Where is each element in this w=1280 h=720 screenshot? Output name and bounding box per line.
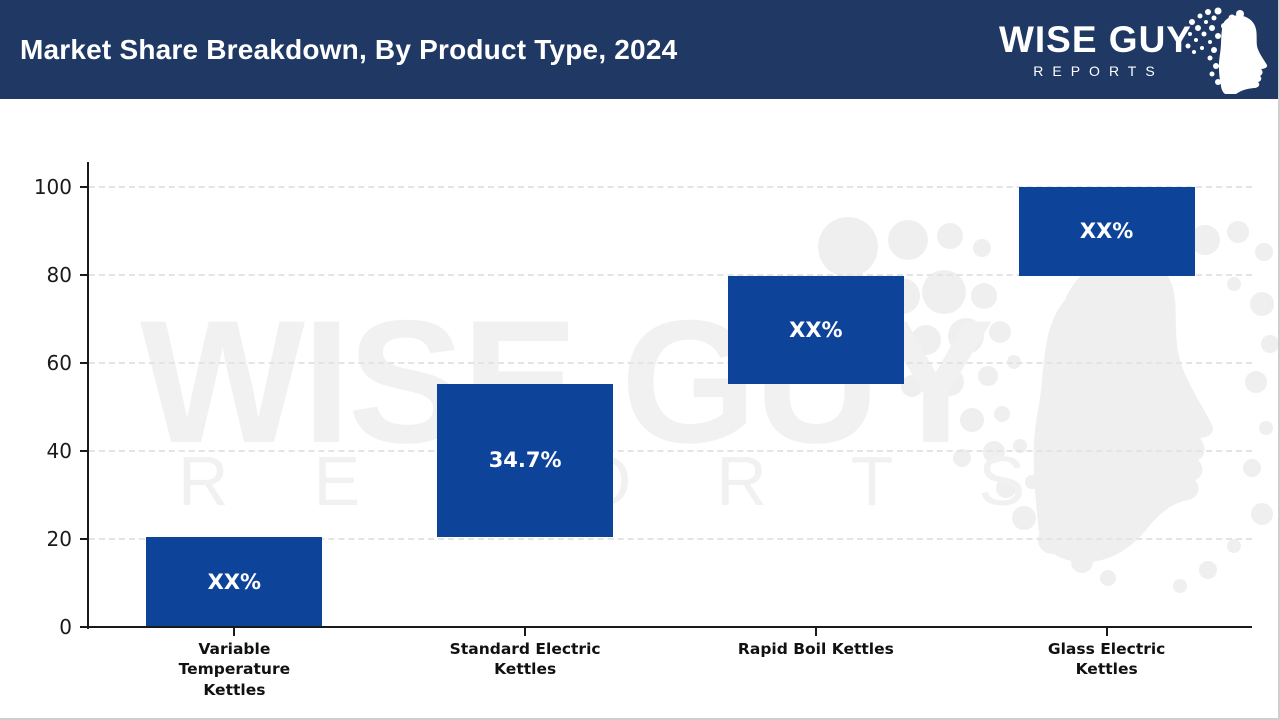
bar-value-label: XX% <box>1079 219 1134 244</box>
bar-value-label: XX% <box>207 569 262 594</box>
y-axis-tick-label: 60 <box>46 351 72 375</box>
y-axis-line <box>87 162 89 629</box>
y-axis-tick-label: 100 <box>33 175 72 199</box>
category-label: Variable Temperature Kettles <box>178 640 291 699</box>
gridline-20 <box>89 538 1252 540</box>
x-axis-tick <box>1105 628 1108 636</box>
y-axis-tick <box>80 538 88 540</box>
y-axis-tick <box>80 362 88 364</box>
x-axis-tick <box>524 628 527 636</box>
bar-segment: XX% <box>1018 187 1195 276</box>
x-axis-tick <box>814 628 817 636</box>
bar-value-label: XX% <box>789 317 843 342</box>
y-axis-tick <box>80 450 88 452</box>
x-axis-line <box>87 626 1252 628</box>
logo: WISE GUY REPORTS <box>999 6 1268 94</box>
gridline-60 <box>89 362 1252 364</box>
watermark-text-sub: REPORTS <box>178 442 1110 520</box>
logo-tagline: REPORTS <box>1033 62 1164 79</box>
header-bar: Market Share Breakdown, By Product Type,… <box>0 0 1278 99</box>
category-label: Rapid Boil Kettles <box>737 640 894 658</box>
y-axis-tick-label: 80 <box>46 263 72 287</box>
y-axis-tick <box>80 626 88 628</box>
y-axis-tick <box>80 186 88 188</box>
bar-segment: 34.7% <box>437 384 614 537</box>
y-axis-tick-label: 0 <box>59 615 72 639</box>
logo-text: WISE GUY REPORTS <box>998 19 1192 79</box>
page-title: Market Share Breakdown, By Product Type,… <box>20 33 678 65</box>
gridline-100 <box>89 186 1252 188</box>
y-axis-tick-label: 40 <box>46 439 72 463</box>
logo-face-icon <box>1185 7 1268 94</box>
y-axis-tick-label: 20 <box>46 527 72 551</box>
logo-wordmark: WISE GUY <box>998 19 1192 61</box>
y-axis-tick <box>80 274 88 276</box>
gridline-40 <box>89 450 1252 452</box>
bar-value-label: 34.7% <box>488 448 562 473</box>
category-label: Standard Electric Kettles <box>449 640 601 679</box>
bar-segment: XX% <box>146 536 323 627</box>
x-axis-tick <box>233 628 236 636</box>
category-label: Glass Electric Kettles <box>1047 640 1166 679</box>
gridline-80 <box>89 274 1252 276</box>
bar-segment: XX% <box>727 275 904 385</box>
